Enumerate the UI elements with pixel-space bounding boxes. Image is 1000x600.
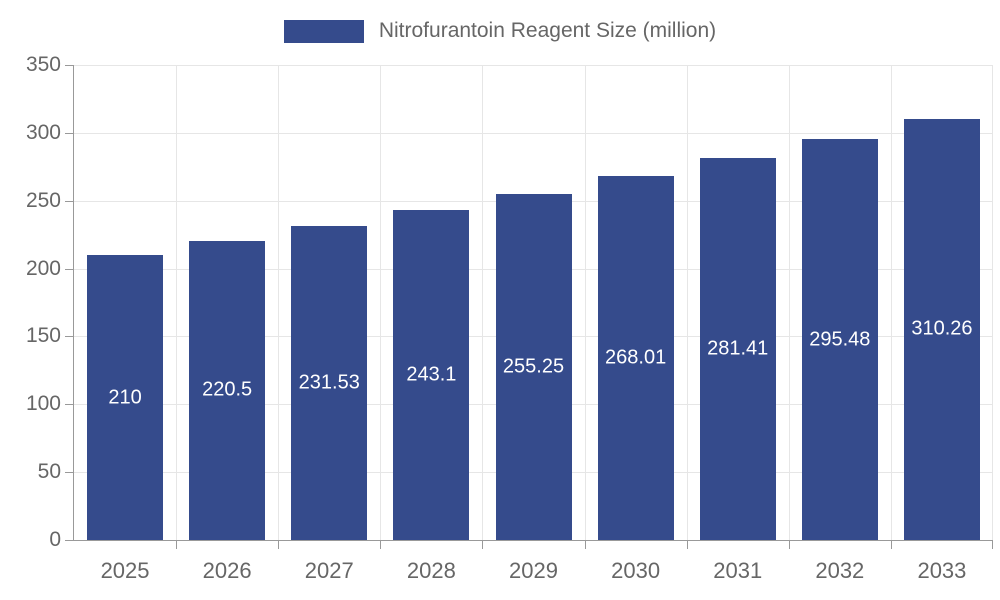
y-gridline [74, 65, 993, 66]
bar-value-label: 268.01 [605, 346, 667, 369]
x-axis-tick [584, 541, 586, 549]
x-gridline [890, 65, 892, 540]
legend-item[interactable]: Nitrofurantoin Reagent Size (million) [0, 18, 1000, 44]
x-gridline [482, 65, 484, 540]
x-axis-tick [278, 541, 280, 549]
x-axis-tick-label: 2031 [713, 558, 763, 583]
y-axis-tick-label: 0 [49, 528, 61, 551]
y-axis-tick-label: 50 [37, 460, 61, 484]
x-axis-tick-label: 2026 [202, 558, 252, 583]
x-axis-tick-label: 2028 [406, 558, 456, 583]
bar[interactable]: 281.41 [699, 158, 776, 540]
plot-right-border [992, 65, 993, 540]
bar[interactable]: 231.53 [291, 225, 368, 540]
bar-value-label: 281.41 [707, 337, 769, 360]
y-axis-tick-label: 350 [25, 53, 61, 76]
plot-area: 0 50 100 150 200 250 300 350 2025 210 2026 220.5 202… [26, 53, 993, 583]
y-axis-tick [65, 336, 74, 338]
bar[interactable]: 255.25 [495, 193, 572, 540]
y-axis-tick [65, 404, 74, 406]
bar[interactable]: 268.01 [597, 176, 674, 540]
bar[interactable]: 220.5 [189, 240, 266, 540]
bar[interactable]: 243.1 [393, 210, 470, 540]
x-gridline [176, 65, 178, 540]
x-axis-tick-label: 2033 [917, 558, 967, 583]
bar-value-label: 295.48 [809, 328, 871, 350]
bar-value-label: 231.53 [298, 371, 360, 394]
x-axis-tick [992, 541, 993, 549]
legend-swatch [283, 19, 364, 43]
y-axis-tick-label: 100 [25, 392, 61, 416]
x-axis-tick [380, 541, 382, 549]
bar-value-label: 210 [108, 386, 142, 408]
x-gridline [788, 65, 790, 540]
y-axis-tick-label: 300 [25, 120, 61, 144]
x-axis-tick-label: 2029 [509, 558, 558, 583]
bar[interactable]: 310.26 [903, 118, 980, 540]
legend-label: Nitrofurantoin Reagent Size (million) [378, 19, 717, 42]
x-axis-tick [482, 541, 484, 549]
y-axis-tick [65, 472, 74, 474]
x-axis-tick-label: 2027 [304, 558, 354, 583]
bar-value-label: 255.25 [502, 355, 565, 378]
x-axis-tick [686, 541, 688, 549]
y-axis-tick [65, 540, 74, 541]
y-axis-tick-label: 250 [25, 188, 61, 212]
x-gridline [380, 65, 382, 540]
bar[interactable]: 295.48 [801, 139, 878, 540]
y-axis-tick [65, 200, 74, 202]
y-axis-tick [65, 65, 74, 66]
bar-value-label: 220.5 [202, 378, 253, 401]
y-axis-tick-label: 200 [25, 256, 61, 280]
x-gridline [278, 65, 280, 540]
x-axis-tick [890, 541, 892, 549]
bar[interactable]: 210 [87, 255, 164, 540]
x-gridline [686, 65, 688, 540]
y-axis-tick [65, 132, 74, 134]
x-axis-tick-label: 2032 [815, 558, 865, 583]
bar-value-label: 310.26 [911, 317, 973, 340]
y-gridline [74, 132, 993, 134]
x-gridline [584, 65, 586, 540]
x-axis-tick-label: 2030 [611, 558, 661, 583]
bar-value-label: 243.1 [406, 363, 457, 386]
x-axis-tick [176, 541, 178, 549]
x-axis-tick-label: 2025 [100, 558, 150, 583]
x-axis-tick [788, 541, 790, 549]
y-axis-tick [65, 268, 74, 270]
y-axis-tick-label: 150 [25, 324, 61, 348]
